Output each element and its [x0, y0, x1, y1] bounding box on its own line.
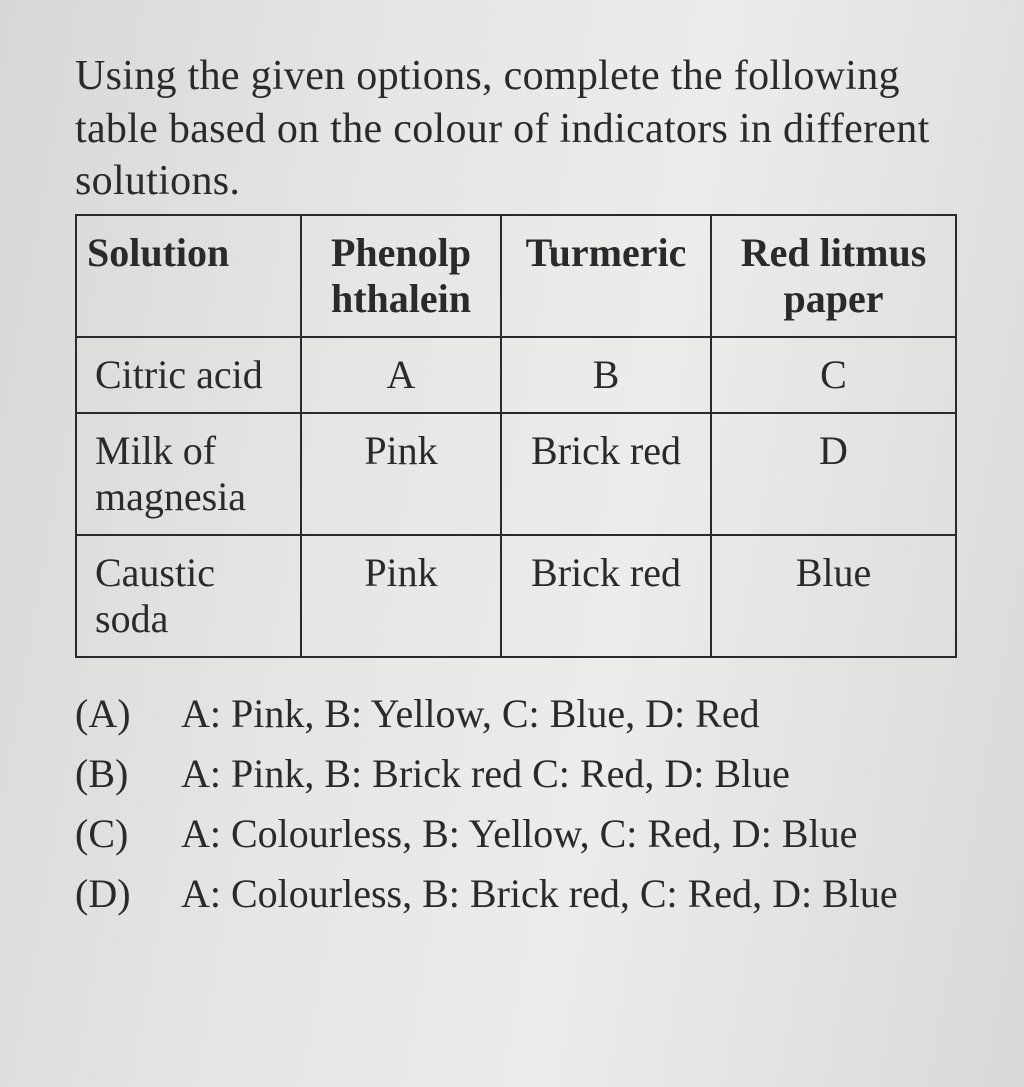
cell-phenolphthalein: A: [301, 337, 501, 413]
table-row: Caustic soda Pink Brick red Blue: [76, 535, 956, 657]
option-b[interactable]: (B) A: Pink, B: Brick red C: Red, D: Blu…: [75, 746, 969, 802]
table-header-row: Solution Phenolp hthalein Turmeric Red l…: [76, 215, 956, 337]
indicator-table: Solution Phenolp hthalein Turmeric Red l…: [75, 214, 957, 658]
cell-turmeric: Brick red: [501, 413, 711, 535]
option-a[interactable]: (A) A: Pink, B: Yellow, C: Blue, D: Red: [75, 686, 969, 742]
option-text: A: Colourless, B: Yellow, C: Red, D: Blu…: [181, 806, 857, 862]
cell-solution: Caustic soda: [76, 535, 301, 657]
option-d[interactable]: (D) A: Colourless, B: Brick red, C: Red,…: [75, 866, 969, 922]
cell-red-litmus: C: [711, 337, 956, 413]
option-label: (D): [75, 866, 153, 922]
option-c[interactable]: (C) A: Colourless, B: Yellow, C: Red, D:…: [75, 806, 969, 862]
option-label: (A): [75, 686, 153, 742]
cell-turmeric: B: [501, 337, 711, 413]
answer-options: (A) A: Pink, B: Yellow, C: Blue, D: Red …: [75, 686, 969, 922]
table-row: Citric acid A B C: [76, 337, 956, 413]
cell-solution: Milk of magnesia: [76, 413, 301, 535]
cell-phenolphthalein: Pink: [301, 535, 501, 657]
cell-phenolphthalein: Pink: [301, 413, 501, 535]
option-label: (B): [75, 746, 153, 802]
question-page: Using the given options, complete the fo…: [0, 0, 1024, 1087]
option-text: A: Colourless, B: Brick red, C: Red, D: …: [181, 866, 898, 922]
option-label: (C): [75, 806, 153, 862]
col-header-phenolphthalein: Phenolp hthalein: [301, 215, 501, 337]
col-header-turmeric: Turmeric: [501, 215, 711, 337]
cell-turmeric: Brick red: [501, 535, 711, 657]
col-header-red-litmus: Red litmus paper: [711, 215, 956, 337]
col-header-solution: Solution: [76, 215, 301, 337]
cell-solution: Citric acid: [76, 337, 301, 413]
cell-red-litmus: D: [711, 413, 956, 535]
option-text: A: Pink, B: Brick red C: Red, D: Blue: [181, 746, 790, 802]
question-prompt: Using the given options, complete the fo…: [75, 50, 969, 208]
cell-red-litmus: Blue: [711, 535, 956, 657]
table-row: Milk of magnesia Pink Brick red D: [76, 413, 956, 535]
option-text: A: Pink, B: Yellow, C: Blue, D: Red: [181, 686, 760, 742]
